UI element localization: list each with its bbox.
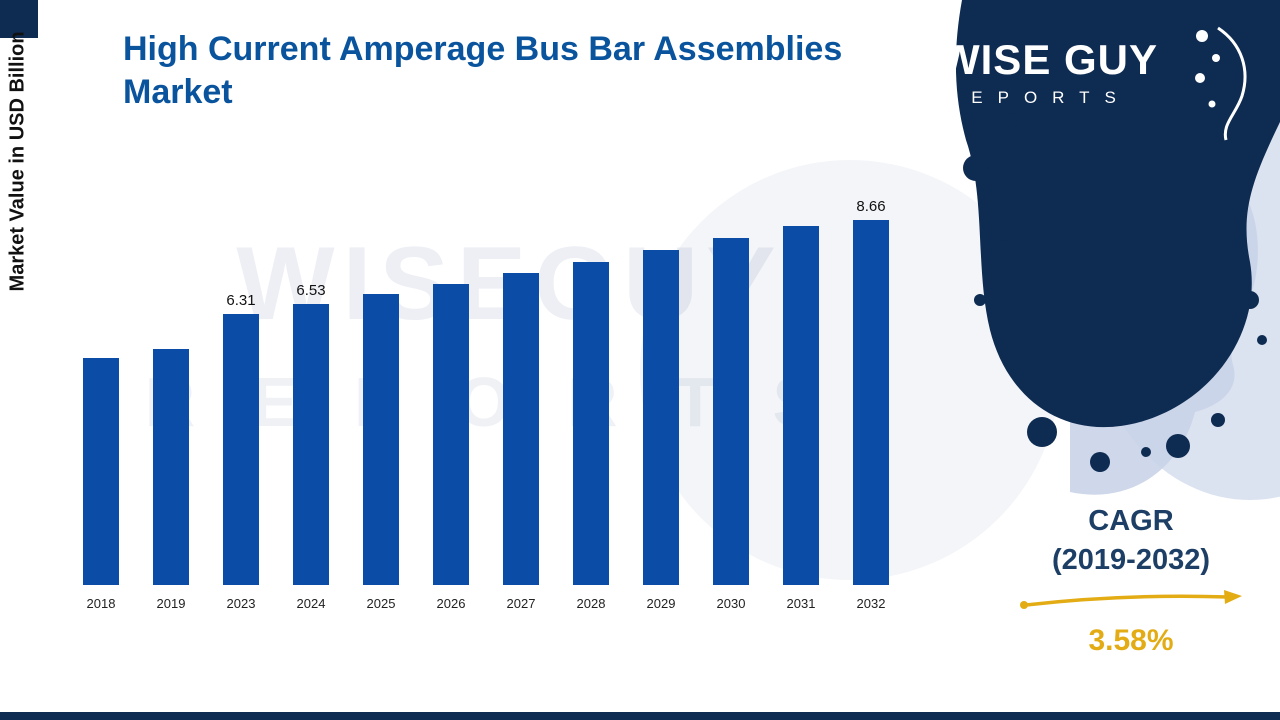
x-tick-label: 2031 bbox=[786, 596, 816, 611]
logo: WISE GUY REPORTS bbox=[940, 36, 1170, 108]
bar-column: 6.53 2024 bbox=[276, 198, 346, 611]
bar-chart: 2018 2019 6.31 2023 6.53 2024 2025 2026 2027 2028… bbox=[66, 198, 906, 611]
bar bbox=[573, 262, 609, 585]
bar-value-label: 8.66 bbox=[856, 198, 886, 215]
x-tick-label: 2025 bbox=[366, 596, 396, 611]
logo-subtitle: REPORTS bbox=[944, 88, 1131, 107]
bar-column: 2027 bbox=[486, 198, 556, 611]
x-tick-label: 2032 bbox=[856, 596, 886, 611]
bar bbox=[783, 226, 819, 585]
bar bbox=[363, 294, 399, 585]
bar bbox=[713, 238, 749, 585]
navy-blob bbox=[955, 0, 1280, 428]
logo-face-icon bbox=[1195, 26, 1247, 141]
bar-value-label: 6.53 bbox=[296, 282, 326, 299]
x-tick-label: 2030 bbox=[716, 596, 746, 611]
bar-column: 2030 bbox=[696, 198, 766, 611]
x-tick-label: 2029 bbox=[646, 596, 676, 611]
x-tick-label: 2023 bbox=[226, 596, 256, 611]
bar-column: 2019 bbox=[136, 198, 206, 611]
x-tick-label: 2019 bbox=[156, 596, 186, 611]
bar bbox=[223, 314, 259, 585]
bar bbox=[153, 349, 189, 585]
cagr-block: CAGR (2019-2032) 3.58% bbox=[996, 505, 1266, 658]
cagr-range: (2019-2032) bbox=[1052, 544, 1210, 576]
x-tick-label: 2018 bbox=[86, 596, 116, 611]
bar bbox=[853, 219, 889, 585]
bar-column: 2026 bbox=[416, 198, 486, 611]
y-axis-label: Market Value in USD Billion bbox=[6, 31, 29, 292]
halftone-dots bbox=[963, 55, 1267, 472]
x-tick-label: 2028 bbox=[576, 596, 606, 611]
bar bbox=[643, 250, 679, 585]
cagr-label: CAGR bbox=[1088, 505, 1174, 537]
logo-decoration bbox=[955, 0, 1280, 500]
x-tick-label: 2027 bbox=[506, 596, 536, 611]
bar bbox=[503, 273, 539, 585]
bar-column: 2031 bbox=[766, 198, 836, 611]
x-tick-label: 2024 bbox=[296, 596, 326, 611]
cagr-arrow-icon bbox=[1020, 590, 1242, 609]
bar-value-label: 6.31 bbox=[226, 292, 256, 309]
corner-accent bbox=[0, 0, 38, 38]
cagr-value: 3.58% bbox=[1088, 624, 1174, 657]
bar-column: 2028 bbox=[556, 198, 626, 611]
bar-column: 8.66 2032 bbox=[836, 198, 906, 611]
bar bbox=[293, 304, 329, 585]
x-tick-label: 2026 bbox=[436, 596, 466, 611]
bottom-accent-bar bbox=[0, 712, 1280, 720]
bar-column: 2025 bbox=[346, 198, 416, 611]
bar bbox=[433, 284, 469, 585]
bar-column: 2018 bbox=[66, 198, 136, 611]
bar bbox=[83, 358, 119, 585]
bar-column: 6.31 2023 bbox=[206, 198, 276, 611]
page-title: High Current Amperage Bus Bar Assemblies… bbox=[123, 30, 843, 111]
bar-column: 2029 bbox=[626, 198, 696, 611]
logo-wordmark: WISE GUY bbox=[940, 36, 1159, 83]
